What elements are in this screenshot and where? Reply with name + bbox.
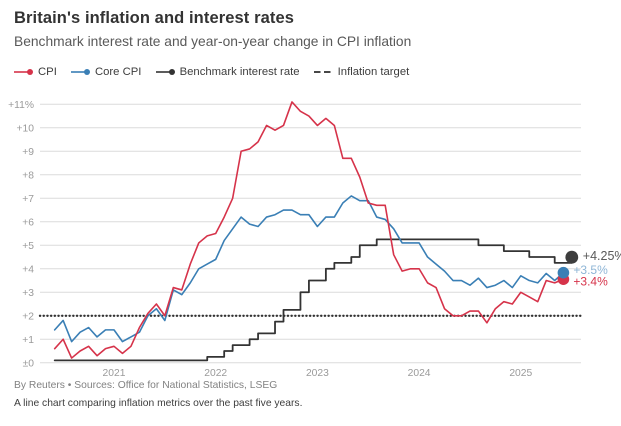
svg-text:2021: 2021: [103, 368, 126, 379]
svg-text:+4: +4: [22, 264, 34, 275]
svg-text:+1: +1: [22, 335, 34, 346]
svg-text:+9: +9: [22, 147, 34, 158]
svg-text:±0: ±0: [23, 358, 35, 369]
svg-text:2022: 2022: [204, 368, 227, 379]
svg-text:+7: +7: [22, 194, 34, 205]
svg-text:+5: +5: [22, 241, 34, 252]
svg-text:+11%: +11%: [8, 100, 34, 111]
svg-text:2025: 2025: [509, 368, 532, 379]
svg-text:+6: +6: [22, 217, 34, 228]
svg-text:+3: +3: [22, 288, 34, 299]
svg-text:+2: +2: [22, 311, 34, 322]
svg-text:2024: 2024: [408, 368, 431, 379]
svg-text:+4.25%: +4.25%: [583, 249, 621, 263]
svg-text:+10: +10: [17, 123, 35, 134]
svg-text:+3.4%: +3.4%: [573, 275, 608, 289]
svg-text:2023: 2023: [306, 368, 329, 379]
svg-text:+8: +8: [22, 170, 34, 181]
